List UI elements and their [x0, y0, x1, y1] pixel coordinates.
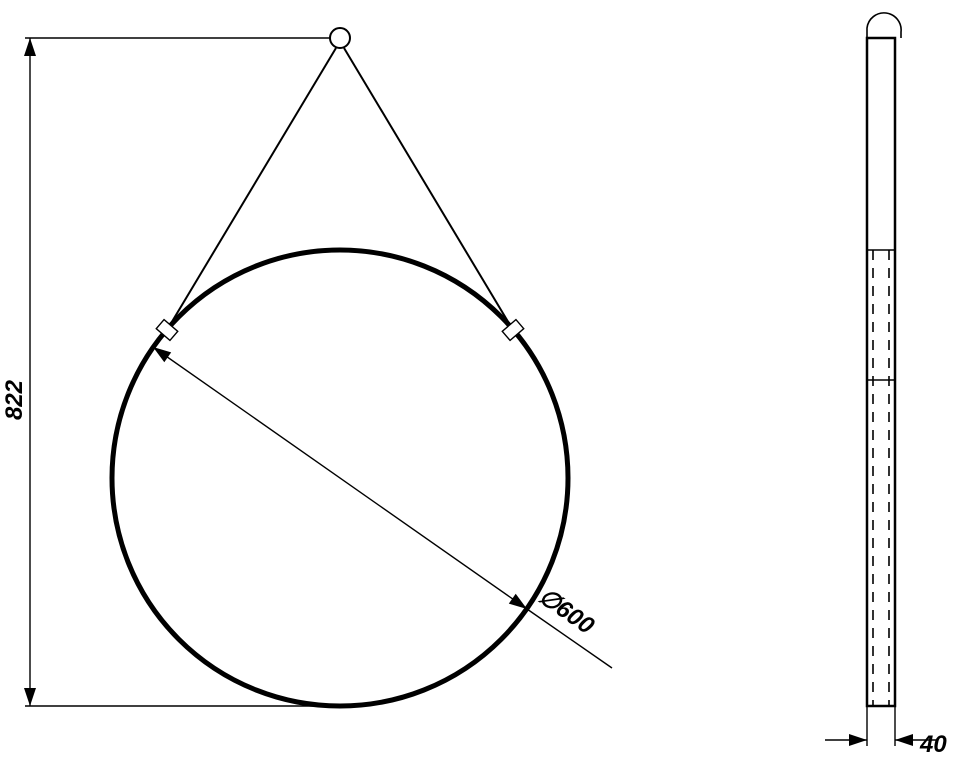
dim-depth-label: 40 — [919, 731, 947, 758]
hook-ring — [330, 28, 350, 48]
dim-height-label: 822 — [1, 379, 28, 420]
